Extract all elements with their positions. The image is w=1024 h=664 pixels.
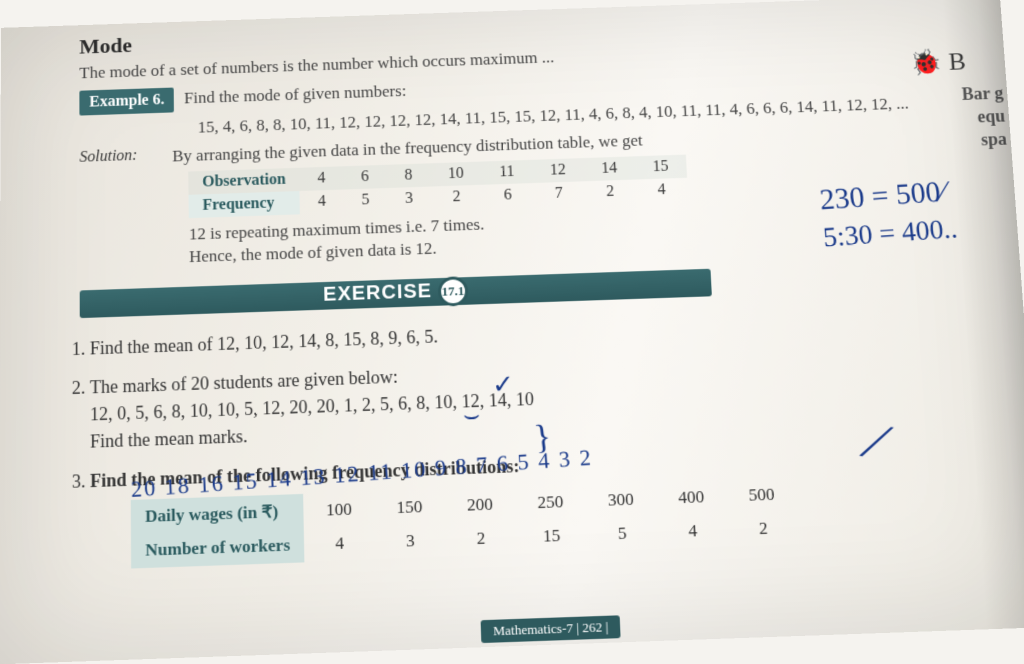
wage-cell: 300	[585, 481, 657, 518]
obs-cell: 15	[634, 154, 686, 179]
freq-cell: 3	[387, 186, 431, 211]
wages-table: Daily wages (in ₹) 100 150 200 250 300 4…	[131, 476, 800, 568]
example-prompt: Find the mode of given numbers:	[184, 81, 407, 107]
worker-cell: 15	[516, 518, 588, 555]
row-label-frequency: Frequency	[189, 191, 301, 218]
freq-cell: 2	[584, 179, 636, 204]
freq-cell: 5	[343, 188, 387, 213]
exercise-banner: EXERCISE 17.1	[80, 268, 712, 317]
worker-cell: 4	[657, 513, 729, 550]
freq-cell: 7	[533, 181, 585, 206]
checkmark-icon: ✓	[492, 370, 515, 401]
checkmark-icon: ⌣	[462, 401, 480, 433]
wage-cell: 200	[444, 486, 516, 523]
obs-cell: 10	[430, 161, 482, 186]
example-badge: Example 6.	[79, 87, 174, 115]
worker-cell: 3	[375, 523, 447, 560]
example-block: Example 6. Find the mode of given number…	[79, 55, 978, 273]
freq-cell: 4	[636, 178, 689, 203]
obs-cell: 12	[532, 158, 584, 183]
q2-line-a: The marks of 20 students are given below…	[90, 366, 398, 397]
wage-cell: 500	[726, 476, 798, 513]
freq-cell: 2	[430, 185, 482, 210]
freq-cell: 6	[482, 183, 534, 208]
obs-cell: 6	[343, 165, 387, 190]
obs-cell: 4	[299, 166, 343, 191]
exercise-number: 17.1	[438, 276, 469, 307]
cutoff-text: Bar g	[961, 83, 1004, 104]
solution-label: Solution:	[79, 146, 168, 166]
cutoff-text: spa	[980, 129, 1007, 150]
obs-cell: 11	[481, 160, 533, 185]
wage-cell: 150	[374, 489, 445, 526]
row-label-workers: Number of workers	[131, 528, 305, 568]
worker-cell: 2	[445, 520, 517, 557]
obs-cell: 8	[386, 163, 430, 188]
textbook-page: Mode The mode of a set of numbers is the…	[0, 0, 1024, 664]
q3-prompt: Find the mean of the following frequency…	[90, 456, 520, 491]
obs-cell: 14	[583, 156, 635, 181]
page-footer-badge: Mathematics-7 | 262 |	[481, 615, 621, 643]
worker-cell: 5	[586, 515, 658, 552]
wage-cell: 250	[515, 484, 587, 521]
exercise-label: EXERCISE	[323, 280, 432, 306]
handwriting-curve: ⟋	[858, 415, 895, 470]
worker-cell: 4	[304, 525, 375, 562]
freq-cell: 4	[300, 189, 344, 214]
wage-cell: 100	[303, 491, 374, 528]
worker-cell: 2	[727, 510, 799, 547]
wage-cell: 400	[655, 479, 727, 516]
cutoff-text: equ	[977, 106, 1006, 127]
q2-line-c: Find the mean marks.	[90, 426, 248, 452]
ladybird-icon: 🐞 B	[910, 47, 967, 77]
